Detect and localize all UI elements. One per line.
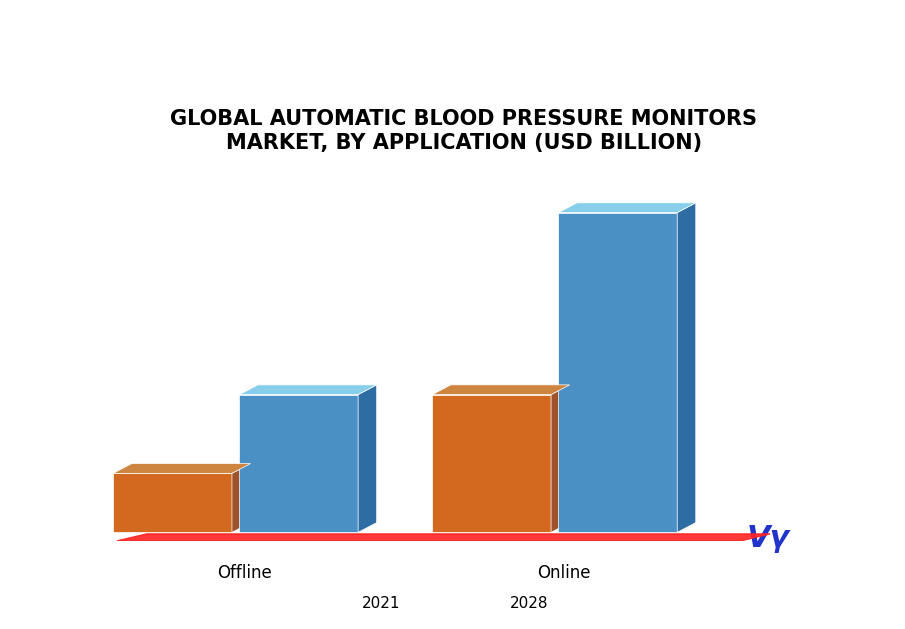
Polygon shape — [466, 594, 500, 613]
Text: Online: Online — [538, 564, 591, 582]
Polygon shape — [239, 385, 376, 394]
Polygon shape — [433, 394, 551, 532]
Polygon shape — [113, 474, 232, 532]
Polygon shape — [551, 385, 569, 532]
Polygon shape — [113, 464, 251, 474]
Text: Offline: Offline — [217, 564, 272, 582]
Polygon shape — [358, 385, 376, 532]
Polygon shape — [558, 213, 677, 532]
Polygon shape — [677, 203, 696, 532]
Polygon shape — [433, 385, 569, 394]
Polygon shape — [232, 464, 251, 532]
Text: Vү: Vү — [748, 523, 791, 552]
Text: GLOBAL AUTOMATIC BLOOD PRESSURE MONITORS
MARKET, BY APPLICATION (USD BILLION): GLOBAL AUTOMATIC BLOOD PRESSURE MONITORS… — [170, 109, 757, 153]
Polygon shape — [318, 594, 350, 613]
Text: 2028: 2028 — [510, 596, 548, 611]
Text: 2021: 2021 — [362, 596, 400, 611]
Polygon shape — [239, 394, 358, 532]
Polygon shape — [558, 203, 696, 213]
Polygon shape — [117, 534, 770, 541]
